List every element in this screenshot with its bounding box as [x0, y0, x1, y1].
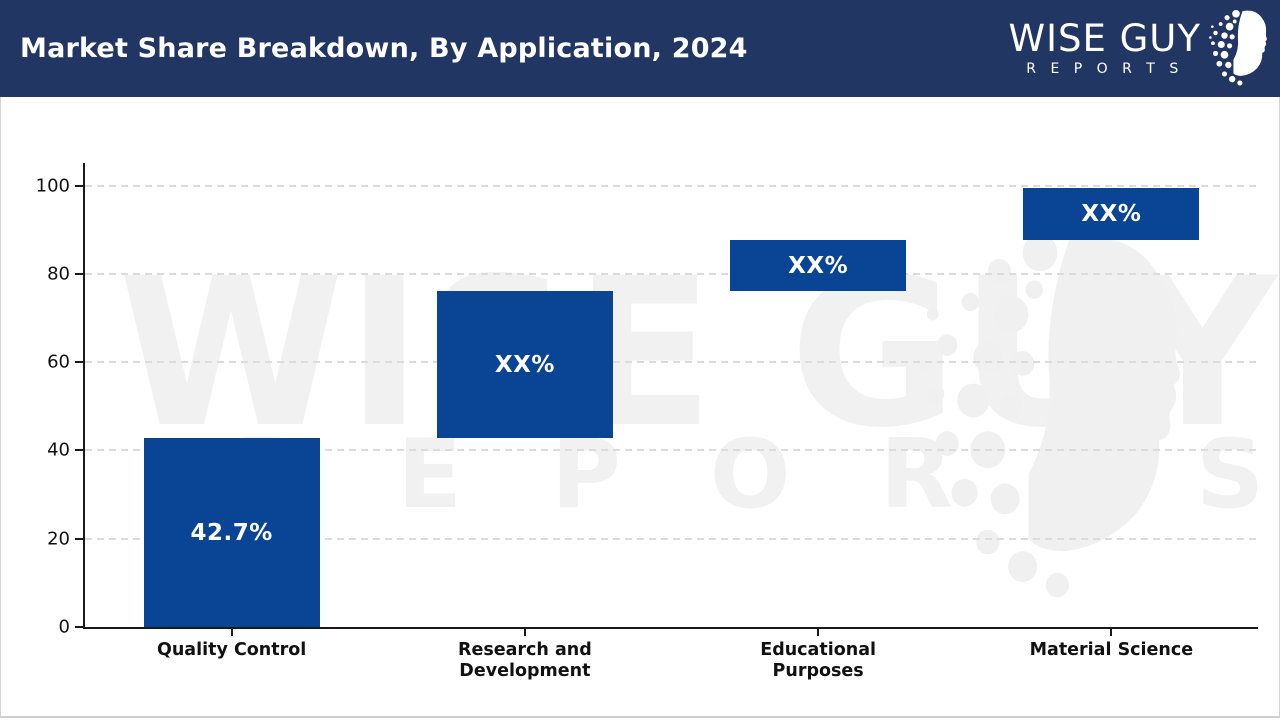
bar-value-label: XX%: [1081, 201, 1142, 228]
wiseguy-logo-text: WISE GUY R E P O R T S: [1009, 20, 1201, 77]
header-bar: Market Share Breakdown, By Application, …: [0, 0, 1280, 97]
y-axis-tick-label: 80: [47, 263, 70, 285]
x-axis-category-label: Material Science: [1029, 640, 1194, 660]
y-axis-tick: [75, 626, 83, 628]
waterfall-bar-segment: [143, 438, 320, 627]
y-axis-tick: [75, 449, 83, 452]
bar-value-label: XX%: [494, 351, 555, 378]
y-axis-tick: [75, 537, 83, 540]
x-axis-category-label: Educational Purposes: [760, 640, 877, 682]
gridline: [85, 361, 1258, 364]
wiseguy-face-icon: [1209, 9, 1267, 85]
y-axis-tick-label: 60: [47, 351, 70, 373]
x-axis-tick: [523, 629, 526, 636]
y-axis-tick-label: 0: [58, 616, 70, 638]
x-axis-category-label: Research and Development: [457, 640, 592, 682]
waterfall-bar-segment: [1023, 188, 1200, 241]
wiseguy-brand-text: WISE GUY: [1008, 17, 1201, 60]
page-title: Market Share Breakdown, By Application, …: [20, 33, 748, 64]
y-axis-tick: [75, 272, 83, 275]
gridline: [85, 449, 1258, 452]
x-axis-line: [83, 627, 1258, 629]
x-axis-category-label: Quality Control: [156, 640, 307, 660]
x-axis-tick: [230, 629, 233, 636]
gridline: [85, 537, 1258, 540]
x-axis-tick: [817, 629, 820, 636]
bar-value-label: XX%: [788, 252, 849, 279]
y-axis-tick: [75, 184, 83, 187]
y-axis-tick-label: 40: [47, 439, 70, 461]
y-axis-line: [83, 163, 85, 629]
x-axis-tick: [1110, 629, 1113, 636]
y-axis-tick-label: 100: [35, 175, 70, 196]
waterfall-bar-segment: [730, 240, 907, 292]
wiseguy-logo: WISE GUY R E P O R T S: [1009, 7, 1280, 91]
wiseguy-reports-text: R E P O R T S: [1026, 61, 1184, 77]
bar-value-label: 42.7%: [190, 519, 273, 546]
gridline: [85, 272, 1258, 275]
watermark-face-icon: [918, 234, 1180, 598]
waterfall-bar-segment: [436, 291, 613, 439]
y-axis-tick: [75, 361, 83, 364]
y-axis-tick-label: 20: [47, 528, 70, 550]
gridline: [85, 184, 1258, 187]
